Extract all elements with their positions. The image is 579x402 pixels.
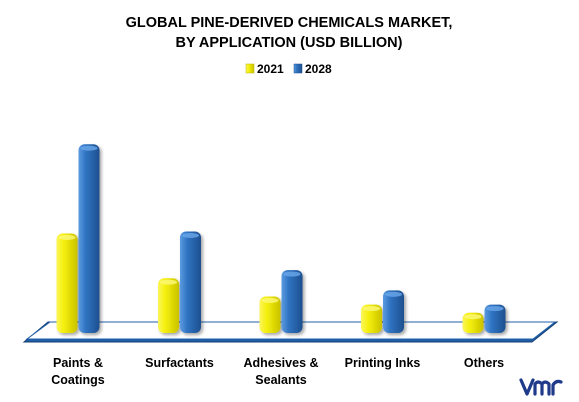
bar-body: [281, 270, 303, 333]
bar-body: [361, 304, 382, 333]
bar-cap: [182, 233, 199, 238]
bar-body: [78, 144, 100, 333]
chart-title-line-2: BY APPLICATION (USD BILLION): [176, 35, 403, 51]
bar-2028-1: [180, 231, 201, 333]
bar-cap: [80, 145, 98, 151]
bar-cap: [283, 271, 301, 277]
bar-body: [484, 304, 506, 333]
legend-swatch-2021: [245, 63, 255, 74]
bar-2028-2: [281, 270, 303, 333]
legend-swatch-2028: [293, 63, 303, 74]
legend-label-2028: 2028: [305, 62, 332, 76]
bars-group: [56, 144, 506, 333]
category-label: Others: [464, 356, 504, 370]
chart-title-line-1: GLOBAL PINE-DERIVED CHEMICALS MARKET,: [126, 15, 453, 31]
bar-2021-1: [158, 278, 179, 333]
bar-cap: [486, 306, 504, 312]
bar-cap: [261, 297, 279, 303]
bar-body: [180, 231, 201, 333]
bar-2021-3: [361, 304, 382, 333]
category-label: Surfactants: [145, 356, 214, 370]
bar-2028-4: [484, 304, 506, 333]
bar-body: [158, 278, 179, 333]
vmr-logo: [519, 378, 563, 396]
bar-cap: [160, 279, 177, 285]
legend-label-2021: 2021: [257, 62, 284, 76]
bar-2028-0: [78, 144, 100, 333]
category-label: Printing Inks: [345, 356, 421, 370]
bar-body: [383, 290, 404, 333]
bar-cap: [464, 314, 482, 320]
category-labels: Paints & Coatings Surfactants Adhesives & Se…: [51, 356, 504, 387]
bar-cap: [385, 291, 402, 297]
legend: 2021 2028: [245, 62, 332, 76]
category-label: Adhesives & Sealants: [243, 356, 318, 387]
bar-body: [56, 233, 78, 333]
bar-2028-3: [383, 290, 404, 333]
bar-2021-0: [56, 233, 78, 333]
bar-cap: [58, 235, 76, 241]
bar-2021-4: [462, 312, 484, 333]
bar-body: [259, 296, 281, 333]
bar-cap: [363, 306, 380, 312]
category-label: Paints & Coatings: [51, 356, 105, 387]
bar-2021-2: [259, 296, 281, 333]
